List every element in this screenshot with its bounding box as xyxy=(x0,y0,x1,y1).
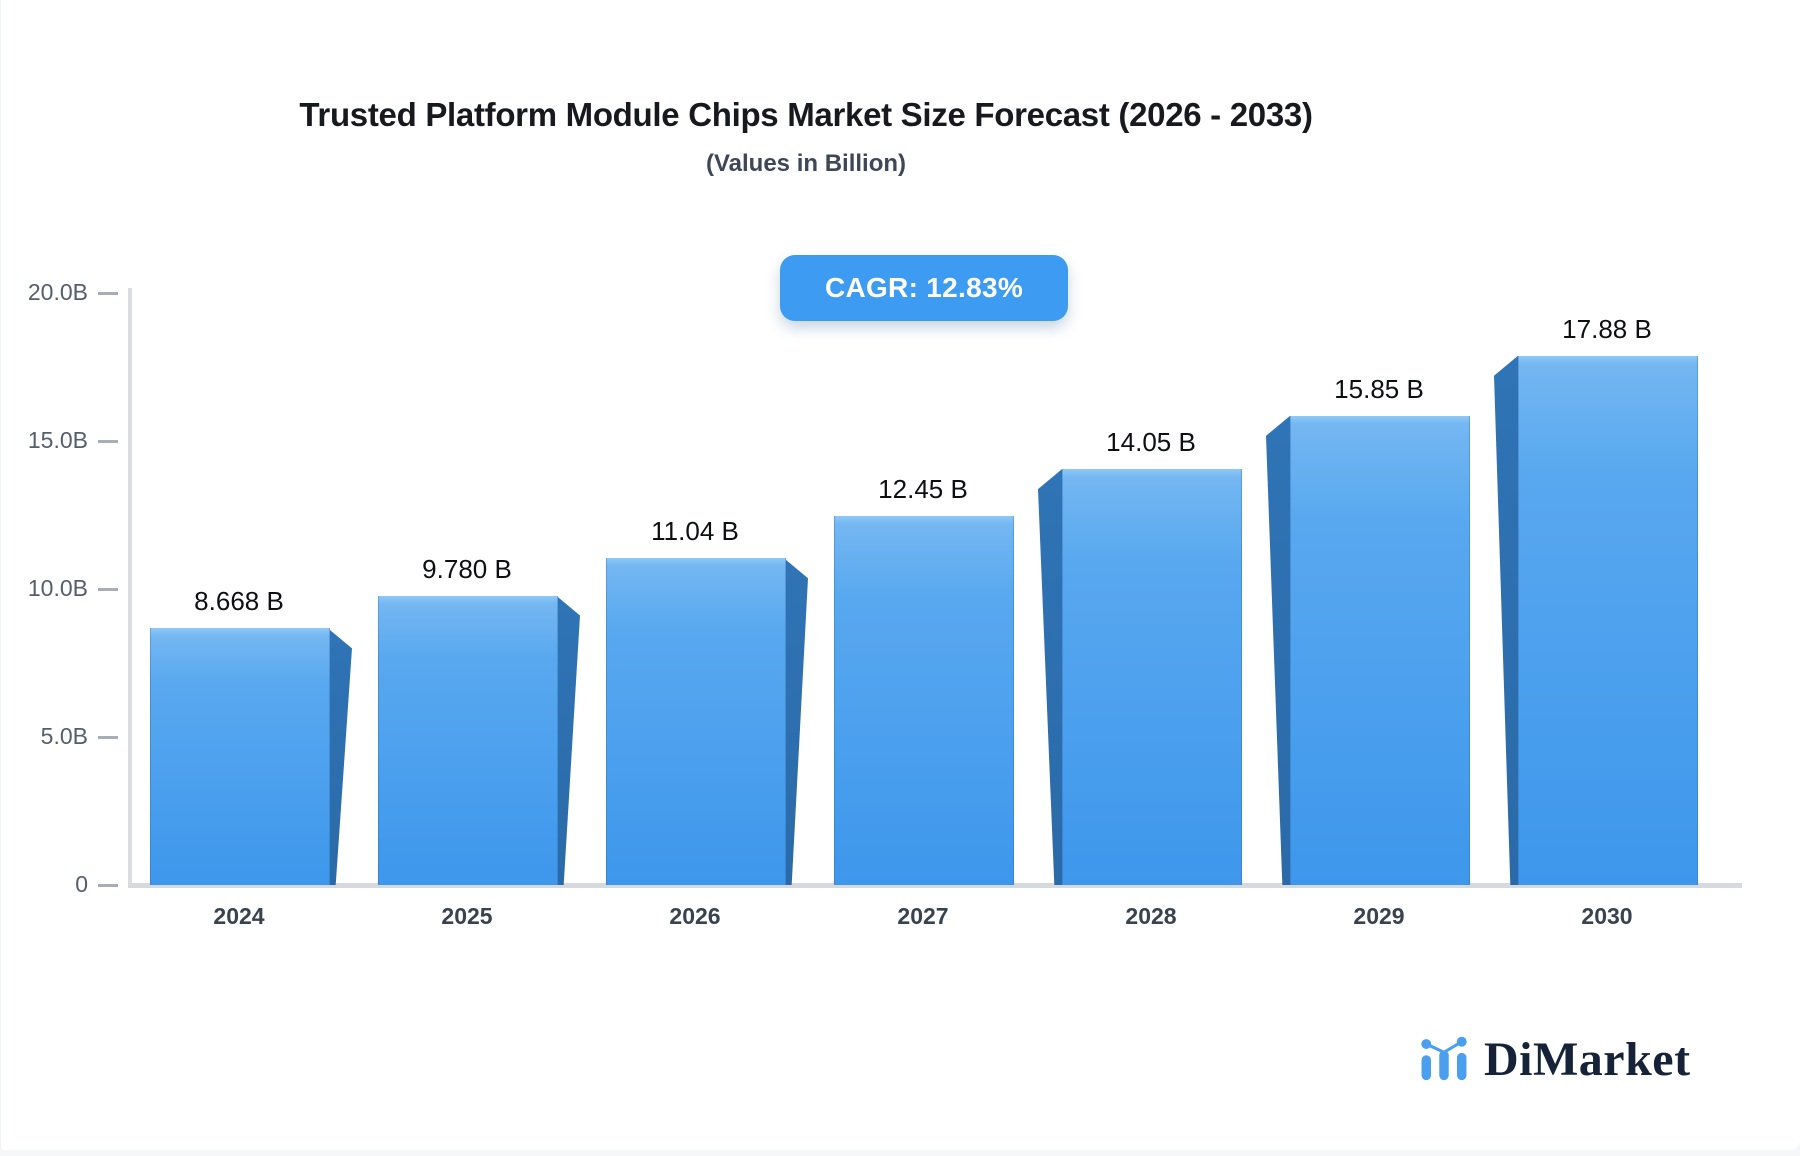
bar-front-face-2030 xyxy=(1518,355,1698,885)
x-axis-label-2028: 2028 xyxy=(1125,903,1177,929)
y-axis-tick-mark xyxy=(98,884,118,887)
x-axis-label-2025: 2025 xyxy=(441,903,493,929)
y-axis-tick-label-20.0B: 20.0B xyxy=(27,279,88,305)
bar-front-face-2025 xyxy=(378,595,558,885)
chart-title: Trusted Platform Module Chips Market Siz… xyxy=(299,96,1313,133)
y-axis-line xyxy=(128,288,132,888)
bar-front-face-2029 xyxy=(1290,415,1470,885)
bar-value-label-2027: 12.45 B xyxy=(878,474,968,505)
x-axis-label-2030: 2030 xyxy=(1581,903,1633,929)
x-axis-label-2024: 2024 xyxy=(213,903,265,929)
cagr-badge: CAGR: 12.83% xyxy=(780,255,1068,321)
bar-value-label-2029: 15.85 B xyxy=(1334,373,1424,404)
bar-value-label-2025: 9.780 B xyxy=(422,553,512,584)
y-axis-tick-mark xyxy=(98,440,118,443)
y-axis-tick-label-15.0B: 15.0B xyxy=(27,427,88,453)
chart-subtitle: (Values in Billion) xyxy=(705,150,907,177)
bar-value-label-2028: 14.05 B xyxy=(1106,427,1196,458)
y-axis-tick-mark xyxy=(98,736,118,739)
x-axis-label-2027: 2027 xyxy=(897,903,949,929)
chart-header: Trusted Platform Module Chips Market Siz… xyxy=(0,0,1612,178)
y-axis-tick-label-5.0B: 5.0B xyxy=(40,723,88,749)
bar-chart-logo-icon xyxy=(1421,1036,1467,1080)
y-axis-tick-mark xyxy=(98,292,118,295)
bar-front-face-2028 xyxy=(1062,469,1242,885)
x-axis-label-2026: 2026 xyxy=(669,903,721,929)
bar-value-label-2026: 11.04 B xyxy=(651,516,739,547)
y-axis-tick-label-10.0B: 10.0B xyxy=(27,575,88,601)
bar-value-label-2030: 17.88 B xyxy=(1562,313,1652,344)
x-axis-label-2029: 2029 xyxy=(1353,903,1405,929)
logo-text: DiMarket xyxy=(1484,1033,1691,1086)
bar-value-label-2024: 8.668 B xyxy=(194,586,284,617)
bar-front-face-2026 xyxy=(606,558,786,885)
x-axis-line xyxy=(128,883,1742,888)
y-axis-tick-label-0: 0 xyxy=(75,871,88,897)
dimarket-logo: DiMarket xyxy=(1418,1032,1691,1087)
bar-front-face-2027 xyxy=(834,516,1014,885)
y-axis-tick-mark xyxy=(98,588,118,591)
bar-front-face-2024 xyxy=(150,628,330,885)
